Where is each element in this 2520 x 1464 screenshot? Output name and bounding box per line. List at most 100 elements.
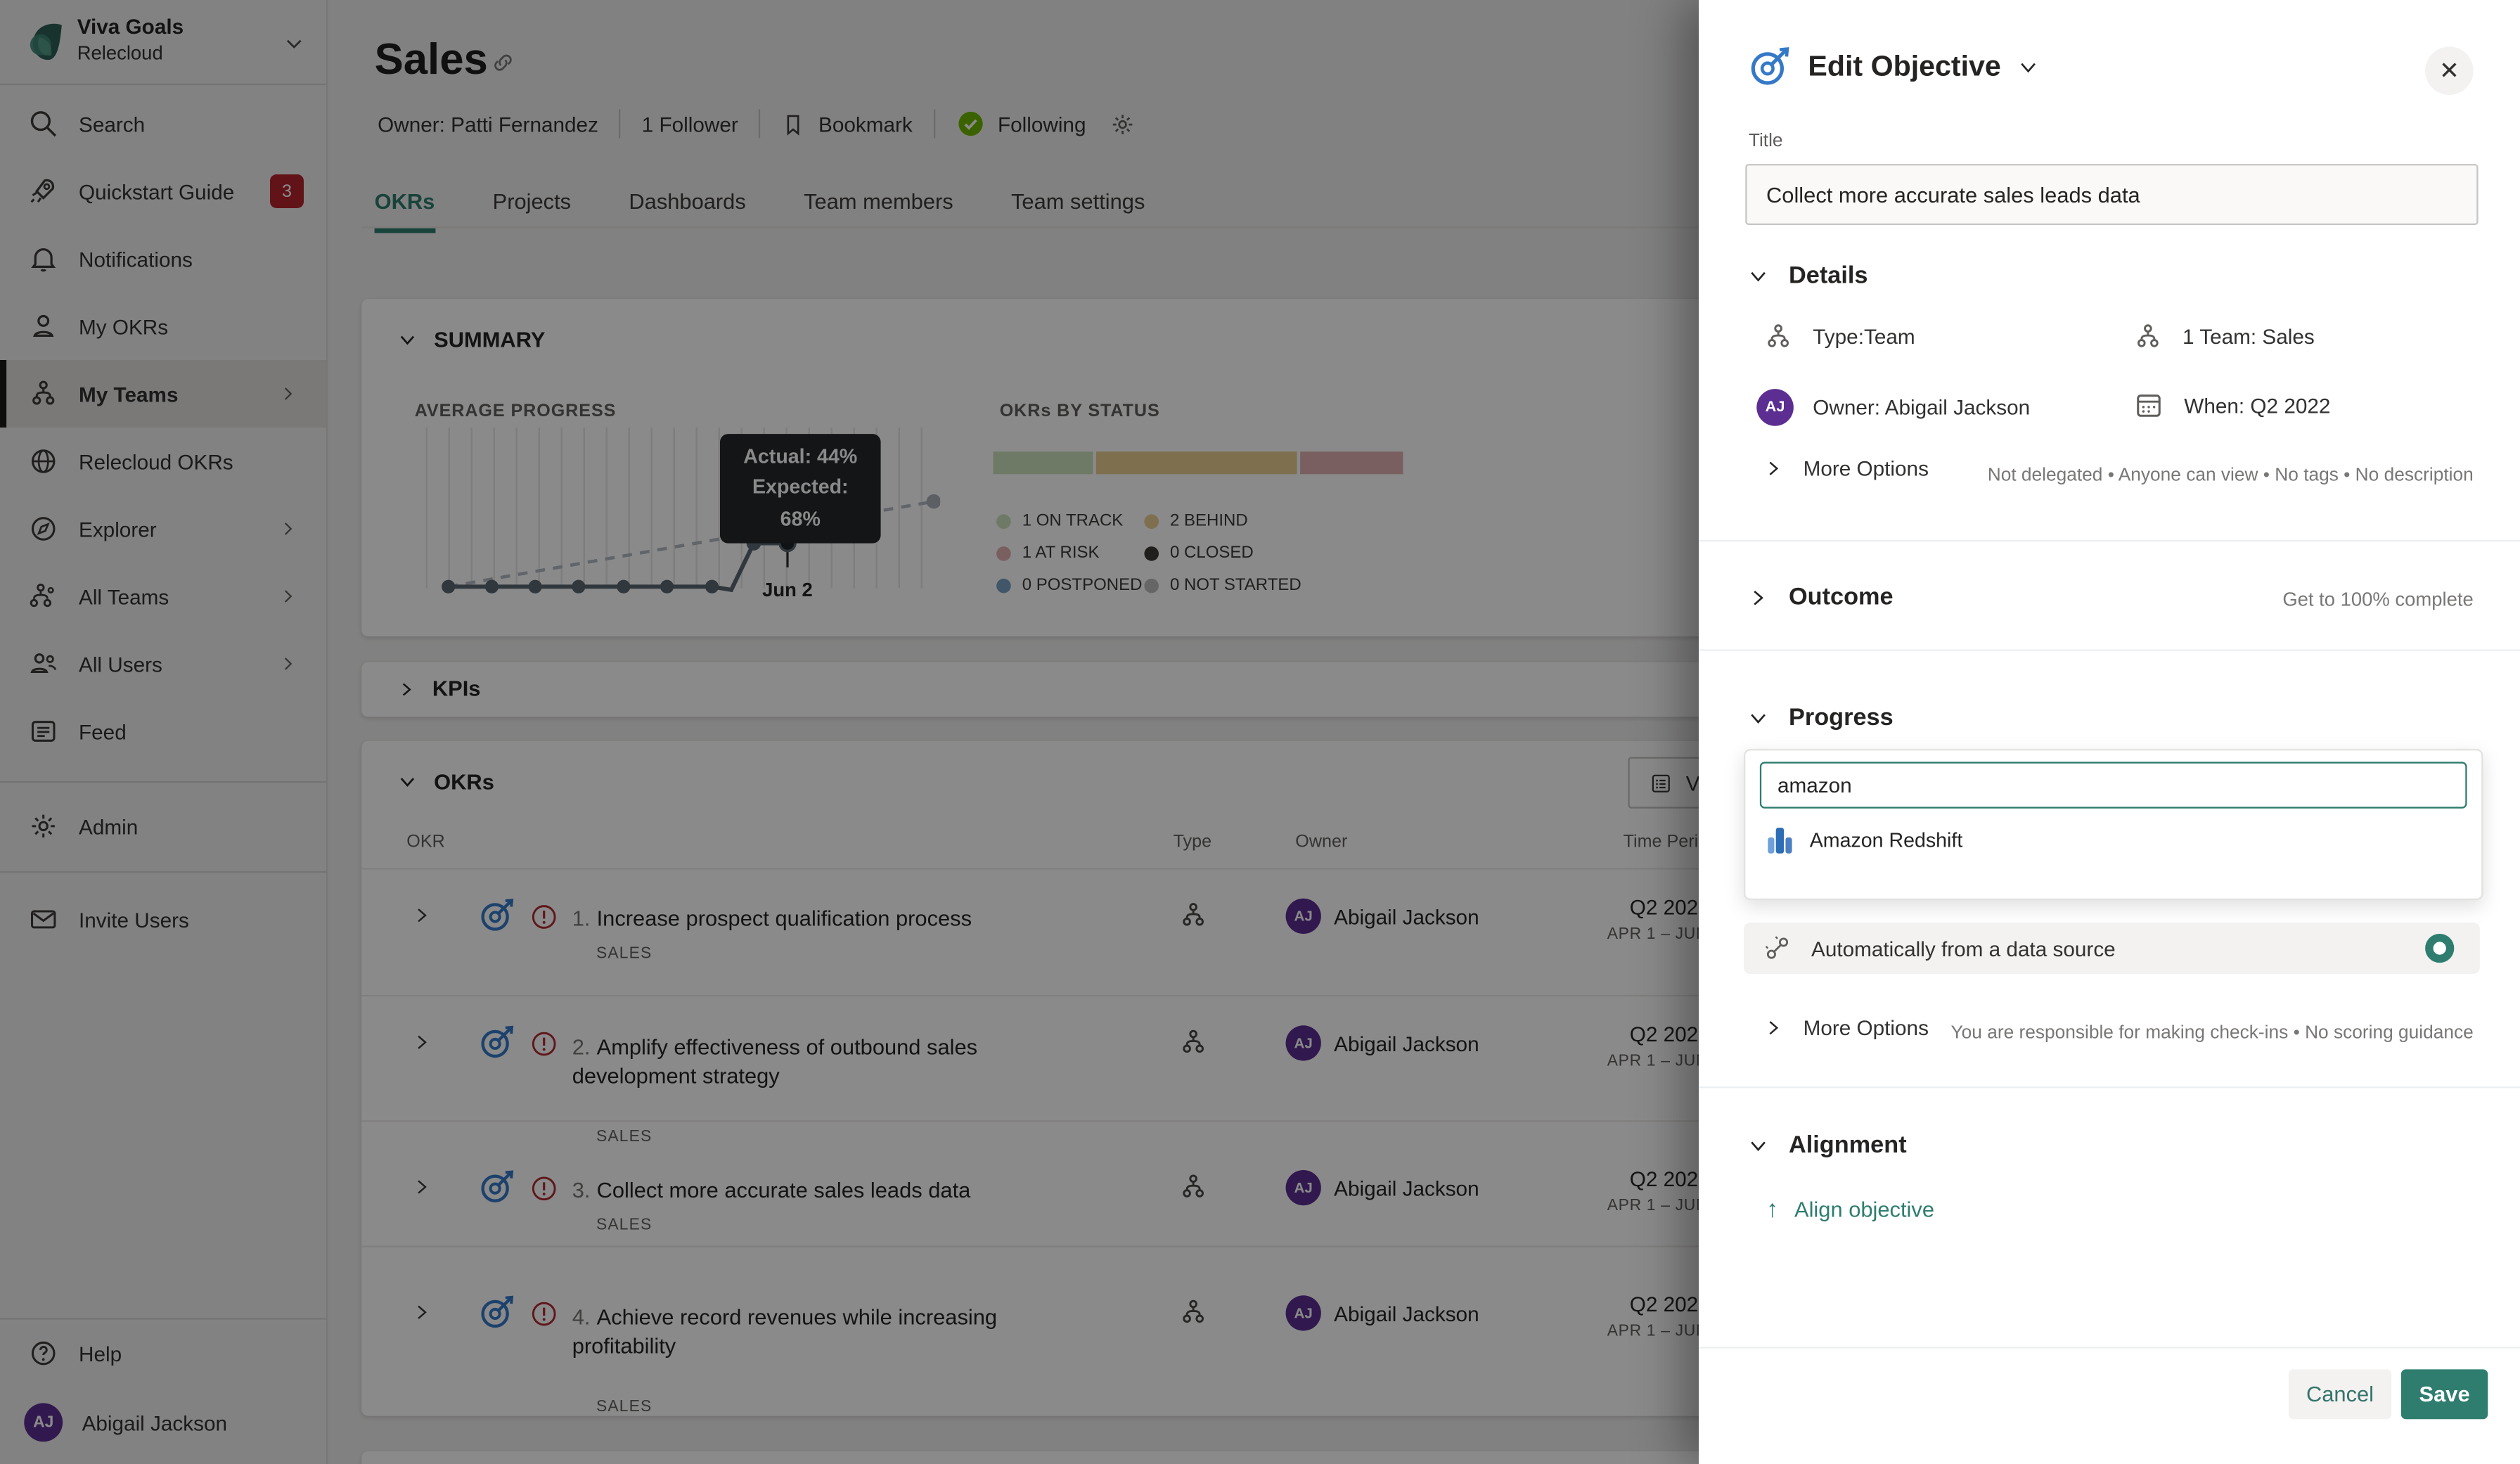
objective-target-icon <box>481 899 514 931</box>
not-started-dot <box>1144 577 1159 593</box>
sidebar-item-explorer[interactable]: Explorer <box>0 495 326 563</box>
sidebar-item-my-okrs[interactable]: My OKRs <box>0 293 326 360</box>
kpis-header[interactable]: KPIs <box>397 676 480 701</box>
tab-okrs[interactable]: OKRs <box>374 190 435 233</box>
column-header-okr[interactable]: OKR <box>406 832 445 852</box>
data-source-dropdown: amazon Amazon Redshift <box>1743 749 2483 900</box>
list-view-icon <box>1652 773 1670 792</box>
divider <box>0 83 326 86</box>
column-header-type[interactable]: Type <box>1173 832 1212 852</box>
avatar: AJ <box>1285 1169 1321 1206</box>
sidebar-item-label: Feed <box>78 719 127 744</box>
okr-title[interactable]: 4. Achieve record revenues while increasi… <box>572 1304 998 1359</box>
detail-type[interactable]: Type:Team <box>1763 321 1915 352</box>
at-risk-alert-icon <box>532 1176 556 1201</box>
team-type-icon <box>1183 1174 1204 1197</box>
tab-team-members[interactable]: Team members <box>804 189 953 214</box>
tab-team-settings[interactable]: Team settings <box>1010 189 1145 214</box>
details-section-header[interactable]: Details <box>1747 262 1868 289</box>
progress-more-options[interactable]: More Options <box>1763 1016 1929 1040</box>
sidebar-item-my-teams[interactable]: My Teams <box>0 359 326 428</box>
chevron-right-icon <box>1754 589 1763 605</box>
tab-dashboards[interactable]: Dashboards <box>629 189 746 214</box>
okr-owner[interactable]: Abigail Jackson <box>1334 1302 1479 1326</box>
detail-team[interactable]: 1 Team: Sales <box>2133 321 2315 352</box>
follower-count[interactable]: 1 Follower <box>641 111 738 136</box>
okr-owner[interactable]: Abigail Jackson <box>1334 904 1479 930</box>
expand-chevron-icon[interactable] <box>411 1302 432 1323</box>
details-more-options[interactable]: More Options <box>1763 456 1929 480</box>
sidebar-item-quickstart-guide[interactable]: Quickstart Guide 3 <box>0 158 326 225</box>
okr-owner[interactable]: Abigail Jackson <box>1334 1032 1479 1056</box>
person-icon <box>33 314 54 337</box>
following-button[interactable]: Following <box>956 109 1086 138</box>
auto-data-source-radio[interactable] <box>2425 933 2455 963</box>
team-owner: Owner: Patti Fernandez <box>378 111 598 136</box>
sidebar-item-search[interactable]: Search <box>0 90 326 158</box>
align-objective-link[interactable]: ↑ Align objective <box>1766 1195 1934 1224</box>
tooltip-actual: Actual: 44% <box>743 445 858 468</box>
save-button[interactable]: Save <box>2400 1369 2488 1420</box>
title-input[interactable]: Collect more accurate sales leads data <box>1745 164 2479 225</box>
chevron-down-icon <box>400 778 415 788</box>
data-source-search-input[interactable]: amazon <box>1759 762 2467 809</box>
bell-icon <box>31 248 56 272</box>
sidebar-item-relecloud-okrs[interactable]: Relecloud OKRs <box>0 428 326 495</box>
divider <box>1698 649 2520 651</box>
sidebar-item-all-teams[interactable]: All Teams <box>0 563 326 630</box>
sidebar-item-help[interactable]: Help <box>0 1320 326 1387</box>
alignment-section-header[interactable]: Alignment <box>1747 1131 1907 1159</box>
sidebar-item-admin[interactable]: Admin <box>0 792 326 860</box>
okr-owner[interactable]: Abigail Jackson <box>1334 1176 1479 1201</box>
divider <box>619 109 621 139</box>
tab-projects[interactable]: Projects <box>492 189 572 214</box>
okr-period-range: APR 1 – JUN <box>1607 1197 1709 1215</box>
team-type-icon <box>1183 903 1204 926</box>
okr-tag: SALES <box>596 1398 652 1416</box>
sidebar-item-label: All Users <box>78 651 162 676</box>
bookmark-button[interactable]: Bookmark <box>781 112 913 136</box>
edit-objective-panel: Edit Objective ✕ Title Collect more accu… <box>1698 0 2520 1464</box>
detail-when[interactable]: When: Q2 2022 <box>2133 389 2330 421</box>
outcome-section-header[interactable]: Outcome <box>1747 584 1894 611</box>
divider <box>361 1120 2186 1122</box>
amazon-redshift-icon <box>1768 828 1792 854</box>
sidebar-item-profile[interactable]: AJ Abigail Jackson <box>0 1389 326 1456</box>
behind-dot <box>1144 513 1159 528</box>
link-icon[interactable] <box>490 50 516 76</box>
okr-title[interactable]: 3. Collect more accurate sales leads data <box>572 1178 971 1202</box>
legend-item: 1 AT RISK <box>996 537 1144 569</box>
team-icon <box>2138 324 2159 347</box>
sidebar-item-label: Notifications <box>78 246 193 271</box>
chevron-down-icon[interactable] <box>2017 56 2040 78</box>
detail-owner[interactable]: AJ Owner: Abigail Jackson <box>1756 389 2030 426</box>
summary-header[interactable]: SUMMARY <box>397 328 545 352</box>
expand-chevron-icon[interactable] <box>411 905 432 926</box>
column-header-owner[interactable]: Owner <box>1295 832 1348 852</box>
auto-data-source-row[interactable]: Automatically from a data source <box>1743 922 2480 975</box>
progress-section-header[interactable]: Progress <box>1747 704 1894 731</box>
okrs-header[interactable]: OKRs <box>397 770 494 794</box>
cancel-button[interactable]: Cancel <box>2288 1369 2392 1420</box>
sidebar-item-all-users[interactable]: All Users <box>0 630 326 698</box>
chevron-down-icon <box>400 335 415 345</box>
dropdown-option-amazon-redshift[interactable]: Amazon Redshift <box>1768 828 1962 854</box>
bookmark-icon <box>788 114 800 135</box>
chevron-right-icon <box>284 387 292 400</box>
expand-chevron-icon[interactable] <box>411 1032 432 1053</box>
objective-target-icon <box>1751 47 1789 85</box>
team-settings-gear-icon[interactable] <box>1108 110 1136 138</box>
org-switcher[interactable]: Viva Goals Relecloud <box>0 0 326 84</box>
okr-tag: SALES <box>596 1216 652 1235</box>
app-name: Viva Goals <box>77 14 184 39</box>
sidebar-item-notifications[interactable]: Notifications <box>0 225 326 293</box>
divider <box>1698 1086 2520 1089</box>
expand-chevron-icon[interactable] <box>411 1176 432 1197</box>
sidebar-item-invite-users[interactable]: Invite Users <box>0 885 326 953</box>
okr-title[interactable]: 2. Amplify effectiveness of outbound sale… <box>572 1034 978 1089</box>
close-button[interactable]: ✕ <box>2425 46 2474 95</box>
chevron-right-icon <box>1769 1021 1779 1035</box>
sidebar-item-feed[interactable]: Feed <box>0 698 326 765</box>
okr-title[interactable]: 1. Increase prospect qualification proces… <box>572 906 972 931</box>
rocket-icon <box>30 179 55 203</box>
